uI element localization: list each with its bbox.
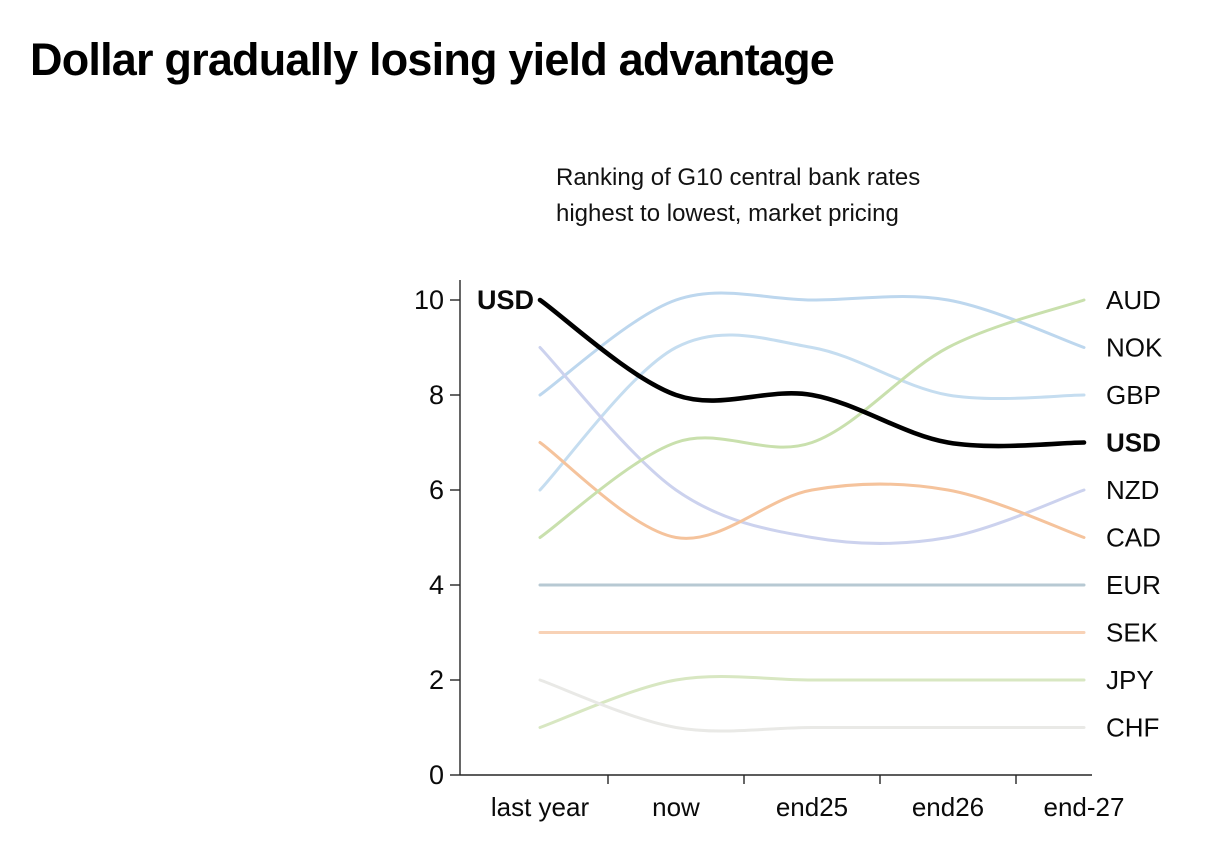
series-line-USD bbox=[537, 297, 1087, 449]
series-end-label-EUR: EUR bbox=[1106, 570, 1161, 600]
x-axis-tick-label: end-27 bbox=[1044, 792, 1125, 822]
series-end-label-AUD: AUD bbox=[1106, 285, 1161, 315]
page-title: Dollar gradually losing yield advantage bbox=[30, 34, 835, 85]
series-end-label-USD: USD bbox=[1106, 428, 1161, 458]
chart-subtitle-line2: highest to lowest, market pricing bbox=[556, 200, 899, 227]
series-start-label-USD: USD bbox=[477, 285, 534, 315]
series-end-label-CHF: CHF bbox=[1106, 713, 1159, 743]
series-line-JPY bbox=[538, 674, 1086, 729]
series-end-label-JPY: JPY bbox=[1106, 665, 1154, 695]
y-axis-tick-label: 2 bbox=[429, 665, 444, 695]
x-axis-tick-label: end26 bbox=[912, 792, 984, 822]
series-line-CHF bbox=[538, 678, 1086, 733]
series-end-label-NOK: NOK bbox=[1106, 333, 1163, 363]
series-end-label-GBP: GBP bbox=[1106, 380, 1161, 410]
y-axis-tick-label: 10 bbox=[414, 285, 444, 315]
series-line-NZD bbox=[538, 346, 1086, 545]
series-line-AUD bbox=[538, 298, 1086, 539]
series-line-CAD bbox=[538, 441, 1086, 540]
y-axis-tick-label: 6 bbox=[429, 475, 444, 505]
x-axis-tick-label: last year bbox=[491, 792, 590, 822]
series-end-label-NZD: NZD bbox=[1106, 475, 1159, 505]
chart-subtitle: Ranking of G10 central bank rates highes… bbox=[556, 160, 920, 232]
series-line-GBP bbox=[538, 333, 1086, 492]
y-axis-tick-label: 4 bbox=[429, 570, 444, 600]
x-axis-tick-label: end25 bbox=[776, 792, 848, 822]
series-end-label-SEK: SEK bbox=[1106, 618, 1159, 648]
y-axis-tick-label: 8 bbox=[429, 380, 444, 410]
x-axis-tick-label: now bbox=[652, 792, 700, 822]
chart-subtitle-line1: Ranking of G10 central bank rates bbox=[556, 164, 921, 191]
y-axis-tick-label: 0 bbox=[429, 760, 444, 790]
series-end-label-CAD: CAD bbox=[1106, 523, 1161, 553]
series-line-NOK bbox=[538, 291, 1086, 397]
